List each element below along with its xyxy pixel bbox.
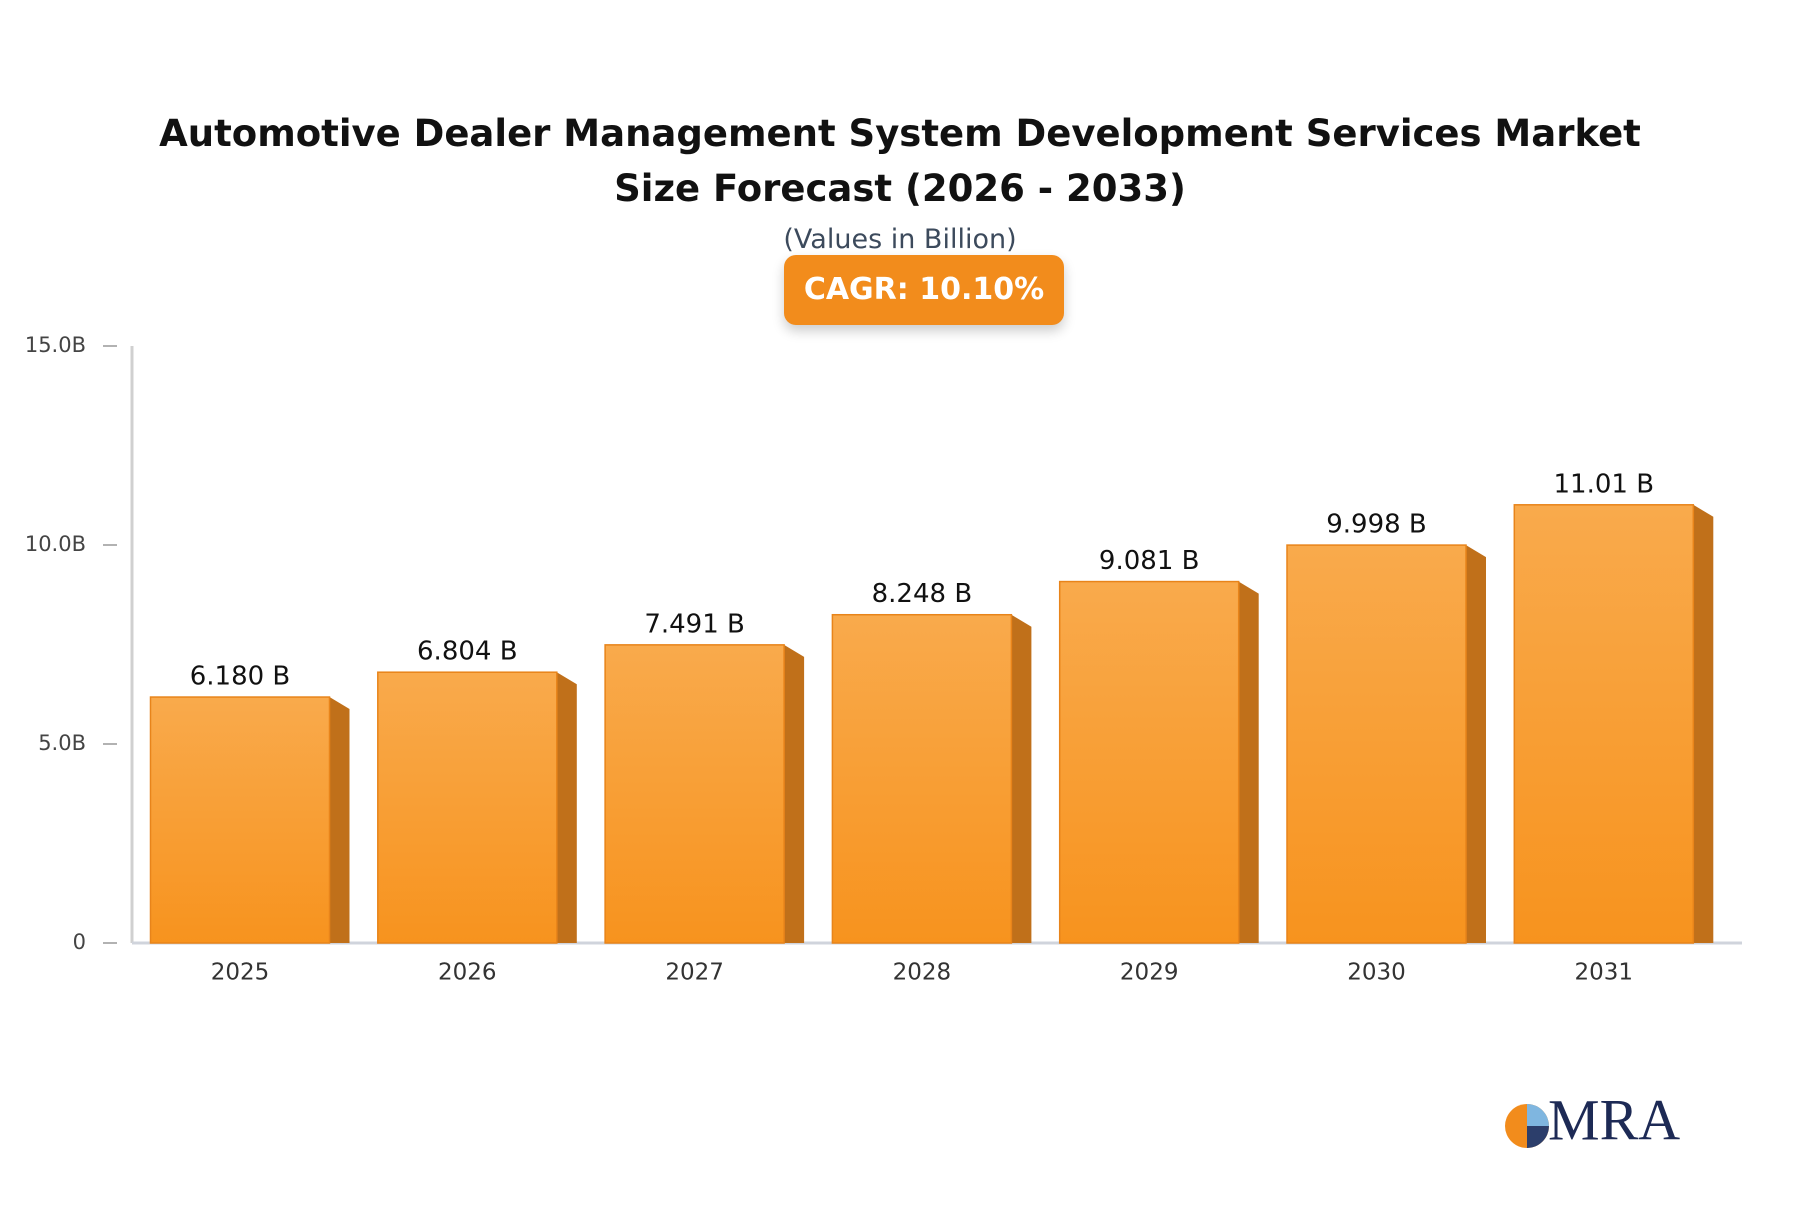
y-tick-label: 15.0B [25,333,86,357]
x-tick-label: 2031 [1575,960,1634,986]
y-tick-label: 10.0B [25,532,86,556]
bar-side [784,644,805,943]
x-tick-label: 2030 [1347,960,1406,986]
bar [831,613,1013,944]
x-tick-label: 2028 [893,960,952,986]
logo-text: MRA [1548,1087,1680,1152]
logo-icon [1527,1126,1549,1148]
chart-subtitle: (Values in Billion) [783,224,1017,255]
value-label: 6.180 B [190,662,291,692]
value-label: 8.248 B [872,579,973,609]
value-label: 9.998 B [1326,510,1427,540]
bar-side [329,697,350,943]
bar [604,644,785,944]
bar [377,671,558,944]
bar-side [1466,545,1486,943]
chart-title: Automotive Dealer Management System Deve… [159,112,1641,210]
bar-side [1238,581,1259,943]
value-label: 11.01 B [1554,469,1655,499]
logo-icon [1527,1104,1549,1126]
y-tick-label: 5.0B [38,731,86,755]
x-tick-label: 2029 [1120,960,1179,986]
value-label: 7.491 B [644,609,745,639]
value-label: 9.081 B [1099,546,1200,576]
bar-side [556,672,577,943]
bar [1058,580,1240,944]
x-tick-label: 2025 [211,960,270,986]
bar-side [1011,614,1032,943]
bar-side [1693,504,1714,943]
bar [1513,504,1695,944]
value-label: 6.804 B [417,637,518,667]
logo: MRA [1505,1087,1680,1152]
bar [149,696,331,944]
x-tick-label: 2026 [438,960,497,986]
bar [1286,544,1467,944]
cagr-badge: CAGR: 10.10% [784,255,1064,325]
x-tick-label: 2027 [665,960,724,986]
y-tick-label: 0 [73,930,86,954]
